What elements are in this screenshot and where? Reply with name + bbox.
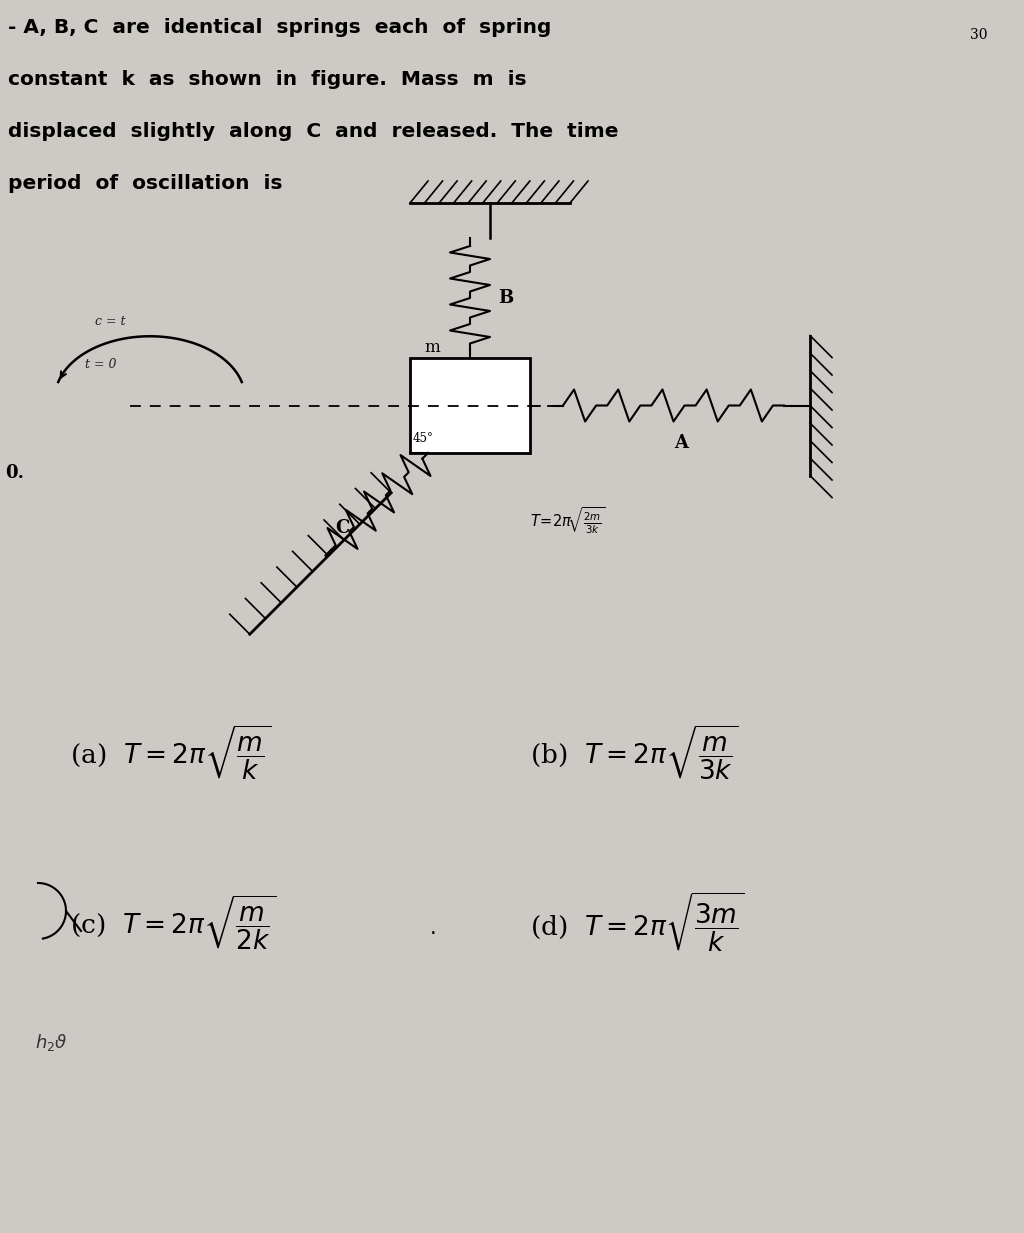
Text: (c)  $T = 2\pi\sqrt{\dfrac{m}{2k}}$: (c) $T = 2\pi\sqrt{\dfrac{m}{2k}}$ — [70, 894, 276, 953]
Text: C: C — [336, 519, 350, 536]
Text: - A, B, C  are  identical  springs  each  of  spring: - A, B, C are identical springs each of … — [8, 18, 551, 37]
Text: 0.: 0. — [5, 464, 24, 482]
Text: period  of  oscillation  is: period of oscillation is — [8, 174, 283, 194]
Text: (b)  $T = 2\pi\sqrt{\dfrac{m}{3k}}$: (b) $T = 2\pi\sqrt{\dfrac{m}{3k}}$ — [530, 724, 738, 783]
Text: c = t: c = t — [95, 314, 126, 328]
Text: 45°: 45° — [413, 432, 434, 445]
Text: .: . — [430, 919, 436, 938]
Text: B: B — [498, 289, 513, 307]
Text: A: A — [674, 434, 688, 451]
Text: $\mathit{T\!=\!2\pi\!\sqrt{\frac{2m}{3k}}}$: $\mathit{T\!=\!2\pi\!\sqrt{\frac{2m}{3k}… — [530, 506, 605, 536]
Text: constant  k  as  shown  in  figure.  Mass  m  is: constant k as shown in figure. Mass m is — [8, 70, 526, 89]
Text: t = 0: t = 0 — [85, 358, 117, 371]
Bar — [410, 358, 530, 453]
Text: m: m — [424, 339, 440, 356]
Text: 30: 30 — [970, 28, 987, 42]
Text: displaced  slightly  along  C  and  released.  The  time: displaced slightly along C and released.… — [8, 122, 618, 141]
Text: $\mathit{h_2\vartheta}$: $\mathit{h_2\vartheta}$ — [35, 1032, 68, 1053]
Text: (d)  $T = 2\pi\sqrt{\dfrac{3m}{k}}$: (d) $T = 2\pi\sqrt{\dfrac{3m}{k}}$ — [530, 891, 744, 956]
Text: (a)  $T = 2\pi\sqrt{\dfrac{m}{k}}$: (a) $T = 2\pi\sqrt{\dfrac{m}{k}}$ — [70, 724, 271, 783]
